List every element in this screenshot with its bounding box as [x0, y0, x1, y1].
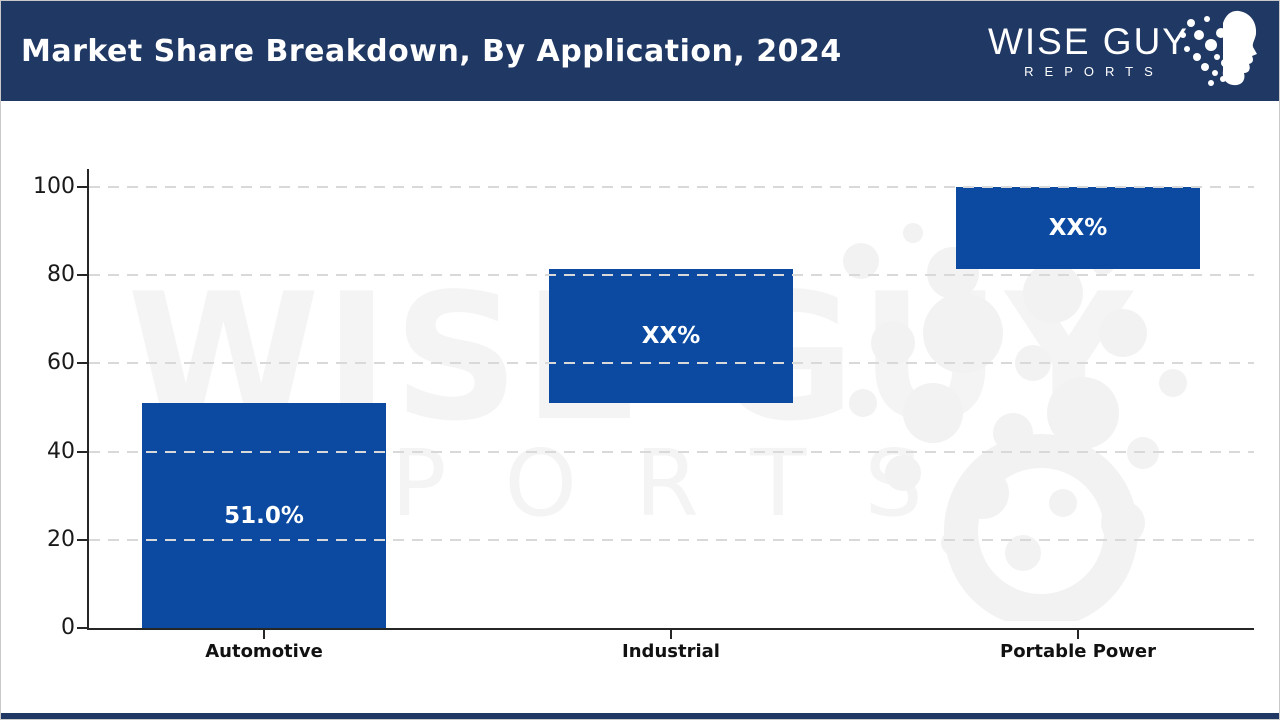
footer-bar	[1, 713, 1279, 719]
wiseguy-logo: WISE GUY REPORTS	[988, 1, 1267, 101]
axis-bottom-spine	[87, 628, 1254, 630]
y-tick-mark	[77, 450, 87, 453]
bar-automotive: 51.0%	[142, 403, 386, 628]
logo-line2: REPORTS	[1024, 64, 1164, 79]
bar-industrial: XX%	[549, 268, 793, 404]
y-tick-mark	[77, 627, 87, 629]
x-tick-mark	[670, 630, 672, 639]
axis-left-spine	[87, 169, 89, 630]
gridline	[89, 538, 1254, 541]
y-tick-mark	[77, 362, 87, 365]
x-tick-label: Industrial	[622, 641, 720, 662]
y-tick-mark	[77, 538, 87, 541]
x-tick-label: Automotive	[205, 641, 323, 662]
y-tick-label: 100	[33, 174, 75, 199]
bar-value-label: 51.0%	[224, 502, 304, 529]
y-tick-mark	[77, 186, 87, 188]
gridline	[89, 186, 1254, 188]
gridline	[89, 450, 1254, 453]
logo-face-icon	[1180, 10, 1257, 86]
y-tick-label: 80	[47, 262, 75, 288]
y-tick-label: 20	[47, 526, 75, 552]
x-tick-mark	[1077, 630, 1079, 639]
y-tick-label: 0	[61, 615, 75, 640]
x-tick-mark	[263, 630, 265, 639]
watermark-face-dots	[843, 223, 1187, 621]
header: Market Share Breakdown, By Application, …	[1, 1, 1279, 101]
bar-portable-power: XX%	[956, 187, 1200, 269]
gridline	[89, 362, 1254, 365]
y-tick-mark	[77, 274, 87, 277]
bar-value-label: XX%	[1048, 214, 1108, 241]
logo-line1: WISE GUY	[987, 21, 1189, 62]
logo-wordmark: WISE GUY REPORTS	[987, 21, 1189, 80]
y-tick-label: 60	[47, 350, 75, 376]
y-tick-label: 40	[47, 438, 75, 464]
gridline	[89, 274, 1254, 277]
page-title: Market Share Breakdown, By Application, …	[21, 33, 842, 69]
bar-value-label: XX%	[641, 322, 701, 349]
x-tick-label: Portable Power	[1000, 641, 1156, 662]
